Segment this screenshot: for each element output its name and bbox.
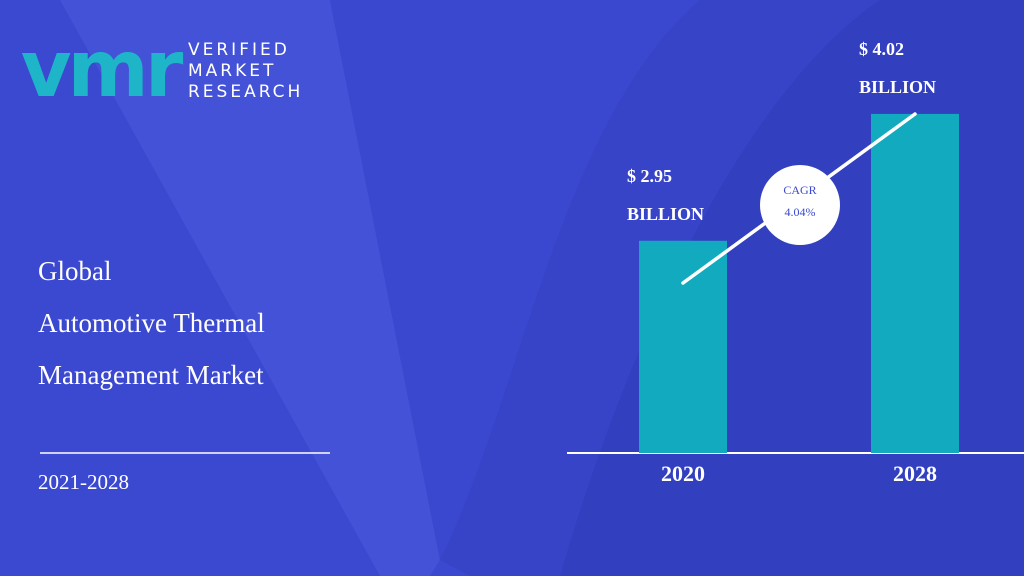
bg-shape (60, 0, 440, 576)
cagr-badge (760, 165, 840, 245)
chart: CAGR 4.04% (639, 112, 959, 453)
bar (871, 113, 959, 453)
title-line: Automotive Thermal (38, 308, 265, 338)
title-line: Global (38, 256, 112, 286)
cagr-value: 4.04% (785, 205, 816, 219)
value-label: $ 2.95 BILLION (627, 165, 705, 224)
value-label: $ 4.02 BILLION (859, 38, 937, 97)
bar (639, 240, 727, 453)
brand: MARKET (188, 61, 277, 81)
x-tick-label: 2028 (893, 461, 937, 486)
brand: VERIFIED (188, 40, 290, 60)
title-line: Management Market (38, 360, 264, 390)
logo: vmr (21, 25, 184, 115)
x-tick-label: 2020 (661, 461, 705, 486)
period: 2021-2028 (38, 470, 129, 494)
brand: RESEARCH (188, 82, 304, 102)
cagr-label: CAGR (783, 183, 816, 197)
